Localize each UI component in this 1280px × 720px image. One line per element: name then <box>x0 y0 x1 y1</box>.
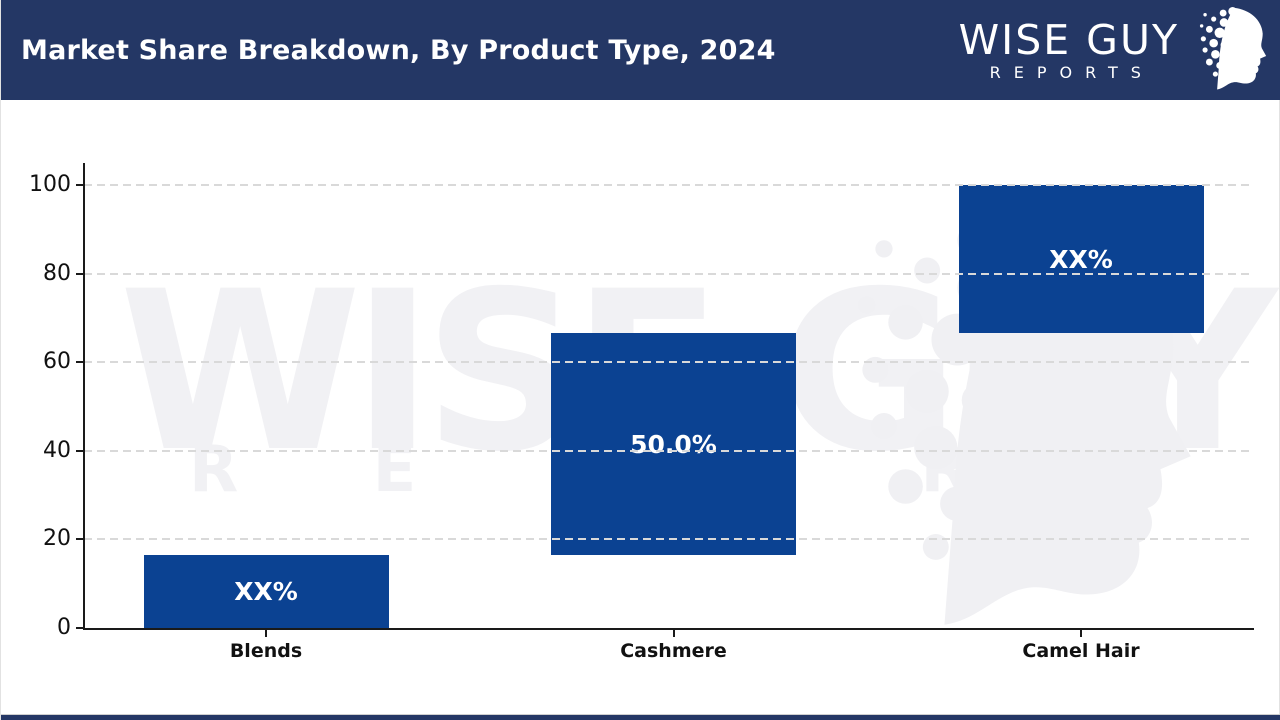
footer-strip <box>1 715 1280 720</box>
y-tick-label-40: 40 <box>43 437 71 463</box>
y-tick-label-80: 80 <box>43 260 71 286</box>
logo-subtitle: REPORTS <box>989 62 1154 82</box>
gridline-y40 <box>84 449 1253 452</box>
logo-wordmark: WISE GUY <box>958 15 1179 64</box>
x-tick-label-camel-hair: Camel Hair <box>1022 640 1140 662</box>
x-tick-mark-blends <box>265 630 267 637</box>
header-bar: Market Share Breakdown, By Product Type,… <box>1 0 1280 100</box>
y-tick-mark-60 <box>76 361 83 364</box>
logo-text: WISE GUY REPORTS <box>958 15 1179 82</box>
y-tick-label-20: 20 <box>43 526 71 552</box>
bar-blends: XX% <box>143 554 389 628</box>
y-tick-mark-0 <box>76 627 83 629</box>
footer-divider <box>1 714 1280 715</box>
gridline-y100 <box>84 184 1253 186</box>
y-tick-label-60: 60 <box>43 349 71 375</box>
y-tick-label-0: 0 <box>57 615 71 640</box>
y-tick-mark-20 <box>76 538 83 541</box>
x-tick-mark-cashmere <box>672 630 675 637</box>
plot-area: 0 20 40 60 80 100 XX% 50.0% XX% Blends Cashmere Cam… <box>1 100 1280 716</box>
gridline-y80 <box>84 272 1253 275</box>
bar-value-label-blends: XX% <box>234 576 298 606</box>
bar-cashmere: 50.0% <box>551 333 796 555</box>
chart-title: Market Share Breakdown, By Product Type,… <box>21 34 776 66</box>
x-tick-label-cashmere: Cashmere <box>620 640 727 662</box>
gridline-y60 <box>84 361 1253 364</box>
y-axis-spine <box>83 163 85 630</box>
x-tick-mark-camel-hair <box>1080 630 1082 637</box>
logo-face-icon <box>1199 7 1267 90</box>
bar-camel-hair: XX% <box>958 185 1204 334</box>
y-tick-mark-80 <box>76 272 83 275</box>
x-axis-spine <box>83 628 1254 630</box>
y-tick-mark-100 <box>76 184 83 186</box>
bar-value-label-camel-hair: XX% <box>1049 244 1113 274</box>
y-tick-mark-40 <box>76 449 83 452</box>
y-tick-label-100: 100 <box>29 172 71 197</box>
x-tick-label-blends: Blends <box>229 640 303 662</box>
gridline-y20 <box>84 538 1253 541</box>
wise-guy-logo: WISE GUY REPORTS <box>959 7 1267 93</box>
bar-value-label-cashmere: 50.0% <box>630 429 717 459</box>
